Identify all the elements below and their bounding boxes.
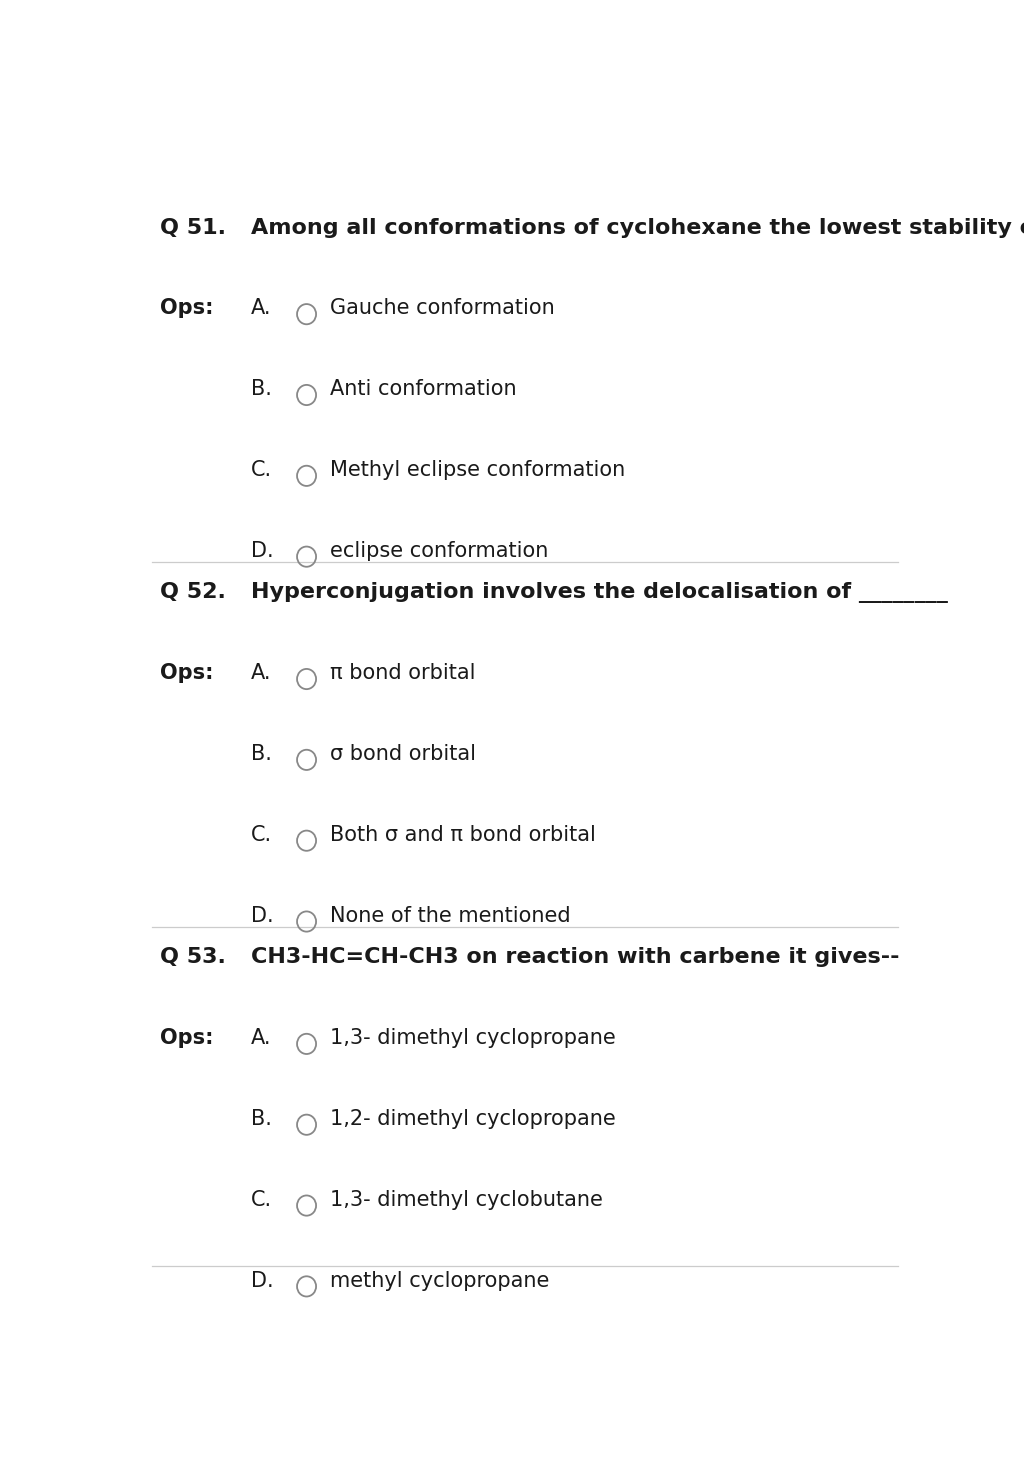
Text: Anti conformation: Anti conformation	[331, 379, 517, 399]
Text: Ops:: Ops:	[160, 663, 213, 684]
Text: Methyl eclipse conformation: Methyl eclipse conformation	[331, 461, 626, 480]
Text: None of the mentioned: None of the mentioned	[331, 905, 571, 926]
Text: D.: D.	[251, 905, 273, 926]
Text: σ bond orbital: σ bond orbital	[331, 744, 476, 764]
Text: π bond orbital: π bond orbital	[331, 663, 476, 684]
Text: A.: A.	[251, 299, 271, 318]
Text: D.: D.	[251, 1271, 273, 1290]
Text: B.: B.	[251, 744, 272, 764]
Text: eclipse conformation: eclipse conformation	[331, 541, 549, 561]
Text: A.: A.	[251, 663, 271, 684]
Text: 1,3- dimethyl cyclobutane: 1,3- dimethyl cyclobutane	[331, 1190, 603, 1210]
Text: Q 51.: Q 51.	[160, 217, 225, 238]
Text: B.: B.	[251, 1110, 272, 1128]
Text: 1,2- dimethyl cyclopropane: 1,2- dimethyl cyclopropane	[331, 1110, 616, 1128]
Text: Among all conformations of cyclohexane the lowest stability one is: Among all conformations of cyclohexane t…	[251, 217, 1024, 238]
Text: D.: D.	[251, 541, 273, 561]
Text: CH3-HC=CH-CH3 on reaction with carbene it gives--: CH3-HC=CH-CH3 on reaction with carbene i…	[251, 948, 899, 967]
Text: Gauche conformation: Gauche conformation	[331, 299, 555, 318]
Text: C.: C.	[251, 461, 272, 480]
Text: Ops:: Ops:	[160, 299, 213, 318]
Text: C.: C.	[251, 825, 272, 846]
Text: 1,3- dimethyl cyclopropane: 1,3- dimethyl cyclopropane	[331, 1028, 616, 1048]
Text: methyl cyclopropane: methyl cyclopropane	[331, 1271, 550, 1290]
Text: B.: B.	[251, 379, 272, 399]
Text: A.: A.	[251, 1028, 271, 1048]
Text: Hyperconjugation involves the delocalisation of ________: Hyperconjugation involves the delocalisa…	[251, 583, 948, 604]
Text: Q 53.: Q 53.	[160, 948, 225, 967]
Text: Ops:: Ops:	[160, 1028, 213, 1048]
Text: Both σ and π bond orbital: Both σ and π bond orbital	[331, 825, 596, 846]
Text: Q 52.: Q 52.	[160, 583, 225, 602]
Text: C.: C.	[251, 1190, 272, 1210]
